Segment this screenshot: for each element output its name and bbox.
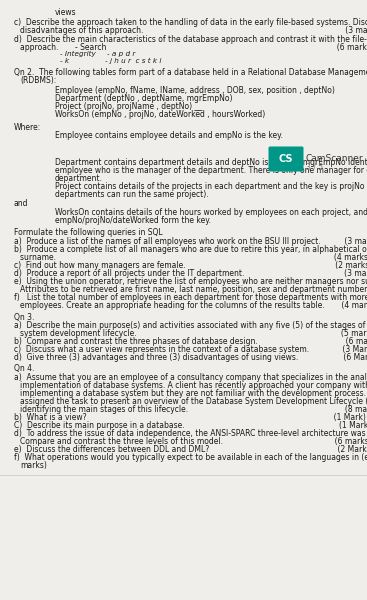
Text: Formulate the following queries in SQL: Formulate the following queries in SQL: [14, 228, 163, 237]
Text: b)  What is a view?                                                             : b) What is a view?: [14, 413, 366, 422]
Text: employees. Create an appropriate heading for the columns of the results table.  : employees. Create an appropriate heading…: [20, 301, 367, 310]
Text: Compare and contrast the three levels of this model.                            : Compare and contrast the three levels of…: [20, 437, 367, 446]
Text: - Integrity     - a p d r: - Integrity - a p d r: [60, 51, 135, 57]
Text: Employee (empNo, fName, lName, address , DOB, sex, position , deptNo): Employee (empNo, fName, lName, address ,…: [55, 86, 335, 95]
Text: Project (projNo, projName , deptNo) __: Project (projNo, projName , deptNo) __: [55, 102, 202, 111]
Text: Employee contains employee details and empNo is the key.: Employee contains employee details and e…: [55, 131, 283, 140]
Text: e)  Using the union operator, retrieve the list of employees who are neither man: e) Using the union operator, retrieve th…: [14, 277, 367, 286]
Text: Department contains department details and deptNo is the key. mgrEmpNo identifie: Department contains department details a…: [55, 158, 367, 167]
Text: a)  Assume that you are an employee of a consultancy company that specializes in: a) Assume that you are an employee of a …: [14, 373, 367, 382]
Text: Where:: Where:: [14, 123, 41, 132]
Text: approach.       - Search                                                        : approach. - Search: [20, 43, 367, 52]
Text: assigned the task to present an overview of the Database System Development Life: assigned the task to present an overview…: [20, 397, 367, 406]
Text: Qn 3.: Qn 3.: [14, 313, 34, 322]
Text: departments can run the same project).: departments can run the same project).: [55, 190, 208, 199]
Text: WorksOn contains details of the hours worked by employees on each project, and: WorksOn contains details of the hours wo…: [55, 208, 367, 217]
Text: Department (deptNo , deptName, mgrEmpNo): Department (deptNo , deptName, mgrEmpNo): [55, 94, 233, 103]
Text: (RDBMS):: (RDBMS):: [20, 76, 56, 85]
Text: c)  Describe the approach taken to the handling of data in the early file-based : c) Describe the approach taken to the ha…: [14, 18, 367, 27]
Text: WorksOn (empNo , projNo, dateWorked , hoursWorked): WorksOn (empNo , projNo, dateWorked , ho…: [55, 110, 265, 119]
Text: Attributes to be retrieved are first name, last name, position, sex and departme: Attributes to be retrieved are first nam…: [20, 285, 367, 294]
Text: d)  Give three (3) advantages and three (3) disadvantages of using views.       : d) Give three (3) advantages and three (…: [14, 353, 367, 362]
Text: b)  Produce a complete list of all managers who are due to retire this year, in : b) Produce a complete list of all manage…: [14, 245, 367, 254]
Text: marks): marks): [20, 461, 47, 470]
Text: implementing a database system but they are not familiar with the development pr: implementing a database system but they …: [20, 389, 367, 398]
Text: d)  Describe the main characteristics of the database approach and contrast it w: d) Describe the main characteristics of …: [14, 35, 367, 44]
Text: employee who is the manager of the department. There is only one manager for eac: employee who is the manager of the depar…: [55, 166, 367, 175]
Text: surname.                                                                        : surname.: [20, 253, 367, 262]
Text: CamScanner: CamScanner: [306, 154, 364, 163]
Text: b)  Compare and contrast the three phases of database design.                   : b) Compare and contrast the three phases…: [14, 337, 367, 346]
Text: disadvantages of this approach.                                                 : disadvantages of this approach.: [20, 26, 367, 35]
Text: implementation of database systems. A client has recently approached your compan: implementation of database systems. A cl…: [20, 381, 367, 390]
Text: e)  Discuss the differences between DDL and DML?                                : e) Discuss the differences between DDL a…: [14, 445, 367, 454]
Text: - k                - j h u r  c s t k i: - k - j h u r c s t k i: [60, 58, 161, 64]
Text: Project contains details of the projects in each department and the key is projN: Project contains details of the projects…: [55, 182, 367, 191]
Text: and: and: [14, 199, 29, 208]
Text: CS: CS: [279, 154, 293, 164]
Text: empNo/projNo/dateWorked form the key.: empNo/projNo/dateWorked form the key.: [55, 216, 211, 225]
Text: department.: department.: [55, 174, 103, 183]
Text: c)  Find out how many managers are female.                                      : c) Find out how many managers are female…: [14, 261, 367, 270]
Text: views: views: [55, 8, 77, 17]
Text: identifying the main stages of this lifecycle.                                  : identifying the main stages of this life…: [20, 405, 367, 414]
Text: Qn 4.: Qn 4.: [14, 364, 34, 373]
Text: c)  Discuss what a user view represents in the context of a database system.    : c) Discuss what a user view represents i…: [14, 345, 367, 354]
Text: d)  Produce a report of all projects under the IT department.                   : d) Produce a report of all projects unde…: [14, 269, 367, 278]
Text: Qn 2.  The following tables form part of a database held in a Relational Databas: Qn 2. The following tables form part of …: [14, 68, 367, 77]
Text: C)  Describe its main purpose in a database.                                    : C) Describe its main purpose in a databa…: [14, 421, 367, 430]
Text: a)  Describe the main purpose(s) and activities associated with any five (5) of : a) Describe the main purpose(s) and acti…: [14, 321, 367, 330]
Text: d)  To address the issue of data independence, the ANSI-SPARC three-level archit: d) To address the issue of data independ…: [14, 429, 367, 438]
Text: f)   List the total number of employees in each department for those departments: f) List the total number of employees in…: [14, 293, 367, 302]
Text: a)  Produce a list of the names of all employees who work on the BSU III project: a) Produce a list of the names of all em…: [14, 237, 367, 246]
FancyBboxPatch shape: [269, 146, 304, 172]
Text: f)  What operations would you typically expect to be available in each of the la: f) What operations would you typically e…: [14, 453, 367, 462]
Text: system development lifecycle.                                                   : system development lifecycle.: [20, 329, 367, 338]
Text: 3 / 5: 3 / 5: [306, 163, 323, 172]
